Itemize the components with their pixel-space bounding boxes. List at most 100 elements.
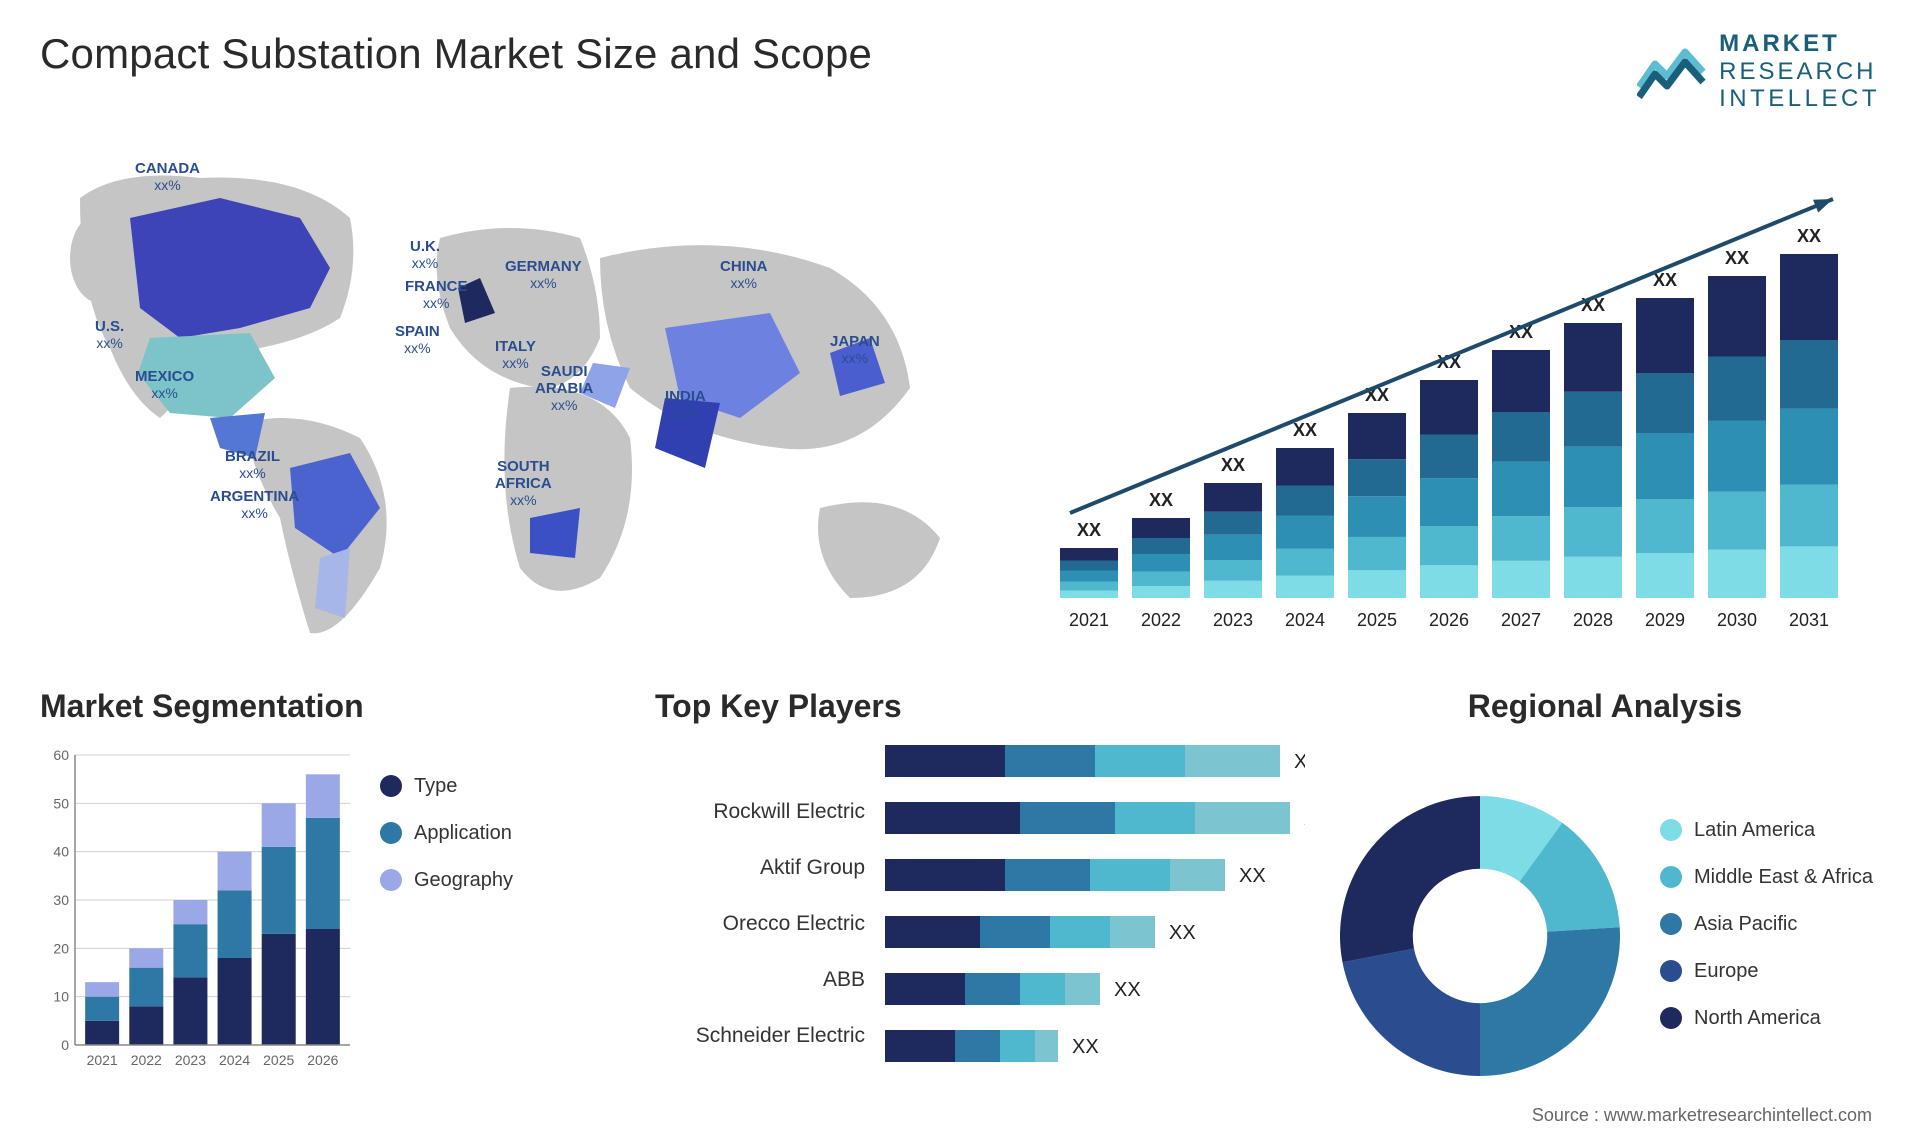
regional-legend-north-america: North America — [1660, 1007, 1880, 1030]
svg-text:2023: 2023 — [1213, 610, 1253, 630]
map-label-china: CHINAxx% — [720, 258, 768, 293]
player-label: Orecco Electric — [655, 912, 865, 936]
map-label-argentina: ARGENTINAxx% — [210, 488, 299, 523]
players-labels: Rockwill Electric Aktif Group Orecco Elect… — [655, 745, 865, 1128]
map-label-india: INDIAxx% — [665, 388, 706, 423]
regional-section: Regional Analysis Latin America Middle Ea… — [1330, 688, 1880, 1128]
map-label-mexico: MEXICOxx% — [135, 368, 194, 403]
map-label-u-s-: U.S.xx% — [95, 318, 124, 353]
segmentation-title: Market Segmentation — [40, 688, 630, 725]
swatch-icon — [1660, 960, 1682, 982]
legend-label: Geography — [414, 869, 513, 892]
svg-text:2025: 2025 — [1357, 610, 1397, 630]
legend-label: Type — [414, 775, 457, 798]
regional-legend-asia-pacific: Asia Pacific — [1660, 913, 1880, 936]
svg-text:2021: 2021 — [87, 1052, 118, 1068]
world-map-panel: CANADAxx% U.S.xx% MEXICOxx% BRAZILxx% ARGENT… — [40, 138, 1000, 658]
swatch-icon — [380, 869, 402, 891]
regional-legend-latin-america: Latin America — [1660, 819, 1880, 842]
svg-text:XX: XX — [1797, 226, 1821, 246]
players-section: Top Key Players Rockwill Electric Aktif G… — [655, 688, 1305, 1128]
map-label-italy: ITALYxx% — [495, 338, 536, 373]
regional-donut-chart — [1330, 786, 1630, 1086]
map-label-germany: GERMANYxx% — [505, 258, 582, 293]
swatch-icon — [1660, 913, 1682, 935]
legend-label: Asia Pacific — [1694, 913, 1797, 936]
svg-text:XX: XX — [1114, 979, 1141, 1001]
brand-logo: MARKET RESEARCH INTELLECT — [1637, 30, 1880, 113]
svg-text:2022: 2022 — [131, 1052, 162, 1068]
logo-text-3: INTELLECT — [1719, 85, 1880, 113]
svg-text:2022: 2022 — [1141, 610, 1181, 630]
svg-text:2024: 2024 — [219, 1052, 250, 1068]
legend-label: Middle East & Africa — [1694, 866, 1873, 889]
logo-text-1: MARKET — [1719, 30, 1880, 58]
player-label: ABB — [655, 968, 865, 992]
segmentation-chart: 0102030405060202120222023202420252026 — [40, 745, 360, 1128]
swatch-icon — [1660, 866, 1682, 888]
svg-text:10: 10 — [53, 988, 69, 1004]
svg-text:2026: 2026 — [307, 1052, 338, 1068]
map-label-france: FRANCExx% — [405, 278, 468, 313]
svg-text:XX: XX — [1149, 490, 1173, 510]
map-label-brazil: BRAZILxx% — [225, 448, 280, 483]
svg-text:XX: XX — [1304, 808, 1305, 830]
svg-text:XX: XX — [1077, 520, 1101, 540]
legend-label: Application — [414, 822, 512, 845]
logo-text-2: RESEARCH — [1719, 58, 1880, 86]
segmentation-section: Market Segmentation 01020304050602021202… — [40, 688, 630, 1128]
svg-text:2026: 2026 — [1429, 610, 1469, 630]
map-label-south-africa: SOUTHAFRICAxx% — [495, 458, 552, 510]
swatch-icon — [380, 822, 402, 844]
svg-text:2029: 2029 — [1645, 610, 1685, 630]
players-chart: XX XX XX XX XX XX — [885, 745, 1305, 1128]
swatch-icon — [1660, 1007, 1682, 1029]
svg-text:2025: 2025 — [263, 1052, 294, 1068]
player-label: Aktif Group — [655, 856, 865, 880]
page-title: Compact Substation Market Size and Scope — [40, 30, 872, 78]
seg-legend-application: Application — [380, 822, 630, 845]
svg-text:XX: XX — [1725, 248, 1749, 268]
segmentation-legend: Type Application Geography — [380, 745, 630, 1128]
svg-text:40: 40 — [53, 843, 69, 859]
bottom-row: Market Segmentation 01020304050602021202… — [40, 688, 1880, 1128]
legend-label: Europe — [1694, 960, 1759, 983]
map-label-saudi-arabia: SAUDIARABIAxx% — [535, 363, 593, 415]
map-label-canada: CANADAxx% — [135, 160, 200, 195]
players-title: Top Key Players — [655, 688, 1305, 725]
svg-text:XX: XX — [1239, 865, 1266, 887]
svg-text:2027: 2027 — [1501, 610, 1541, 630]
logo-mark-icon — [1637, 42, 1707, 100]
svg-text:XX: XX — [1221, 455, 1245, 475]
svg-text:2024: 2024 — [1285, 610, 1325, 630]
svg-text:2030: 2030 — [1717, 610, 1757, 630]
map-label-japan: JAPANxx% — [830, 333, 880, 368]
source-text: Source : www.marketresearchintellect.com — [1532, 1105, 1872, 1126]
swatch-icon — [1660, 819, 1682, 841]
svg-text:XX: XX — [1072, 1036, 1099, 1058]
swatch-icon — [380, 775, 402, 797]
legend-label: Latin America — [1694, 819, 1815, 842]
svg-text:2021: 2021 — [1069, 610, 1109, 630]
seg-legend-type: Type — [380, 775, 630, 798]
growth-chart: XX2021XX2022XX2023XX2024XX2025XX2026XX20… — [1040, 138, 1880, 658]
header: Compact Substation Market Size and Scope… — [40, 30, 1880, 113]
legend-label: North America — [1694, 1007, 1821, 1030]
svg-text:2031: 2031 — [1789, 610, 1829, 630]
player-label: Schneider Electric — [655, 1024, 865, 1048]
regional-legend: Latin America Middle East & Africa Asia Pa… — [1660, 819, 1880, 1054]
top-row: CANADAxx% U.S.xx% MEXICOxx% BRAZILxx% ARGENT… — [40, 138, 1880, 658]
svg-text:0: 0 — [61, 1037, 69, 1053]
svg-text:20: 20 — [53, 940, 69, 956]
regional-legend-europe: Europe — [1660, 960, 1880, 983]
svg-text:XX: XX — [1169, 922, 1196, 944]
map-label-spain: SPAINxx% — [395, 323, 440, 358]
player-label: Rockwill Electric — [655, 800, 865, 824]
svg-text:XX: XX — [1293, 420, 1317, 440]
regional-legend-middle-east-africa: Middle East & Africa — [1660, 866, 1880, 889]
svg-text:2023: 2023 — [175, 1052, 206, 1068]
regional-title: Regional Analysis — [1330, 688, 1880, 725]
svg-text:50: 50 — [53, 795, 69, 811]
svg-text:XX: XX — [1294, 751, 1305, 773]
seg-legend-geography: Geography — [380, 869, 630, 892]
